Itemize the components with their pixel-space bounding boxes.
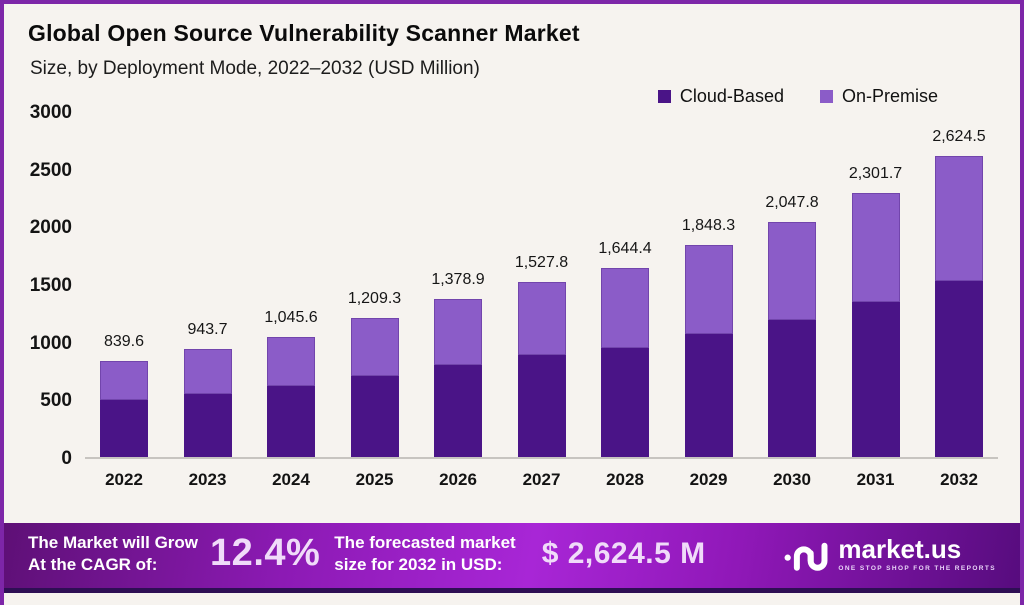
bar-column: 1,378.9 2026 [431,113,485,489]
on-premise-segment [684,245,733,334]
on-premise-segment [768,222,816,320]
bar-total-label: 1,209.3 [347,290,402,308]
on-premise-segment [350,318,399,376]
bar-total-label: 2,301.7 [848,165,903,183]
bar-column: 1,644.4 2028 [598,113,652,489]
stacked-bar[interactable] [851,193,900,457]
cloud-based-segment [601,348,649,457]
x-axis-label: 2026 [439,470,477,489]
y-axis-tick: 500 [40,390,72,412]
bar-column: 2,624.5 2032 [932,113,986,489]
cloud-based-swatch-icon [657,90,671,103]
on-premise-swatch-icon [819,90,833,103]
bar-total-label: 1,378.9 [431,270,485,288]
bar-column: 1,848.3 2029 [681,113,736,489]
y-axis-tick: 0 [61,448,72,469]
on-premise-segment [100,360,148,401]
legend-label-cloud-based: Cloud-Based [679,86,784,106]
footer-banner: The Market will Grow At the CAGR of: 12.… [4,523,1020,593]
brand-text: market.us ONE STOP SHOP FOR THE REPORTS [838,536,996,572]
market-us-logo-icon [784,542,828,571]
cloud-based-segment [267,386,315,457]
x-axis-label: 2022 [105,470,143,489]
cloud-based-segment [100,400,148,457]
cagr-label-line1: The Market will Grow [28,532,199,552]
bar-column: 1,209.3 2025 [347,113,402,489]
stacked-bar[interactable] [100,360,148,457]
bar-column: 1,527.8 2027 [514,113,569,489]
x-axis-label: 2028 [606,470,644,489]
on-premise-segment [267,337,315,387]
cloud-based-segment [851,301,900,457]
bar-column: 943.7 2023 [183,113,232,489]
y-axis: 3000 2500 2000 1500 1000 500 0 [10,102,72,469]
legend-label-on-premise: On-Premise [841,86,938,106]
x-axis-label: 2023 [188,470,227,489]
bar-column: 2,301.7 2031 [848,113,903,489]
bar-total-label: 2,047.8 [765,194,819,212]
cloud-based-segment [935,281,983,457]
bar-column: 1,045.6 2024 [264,113,318,489]
plot-area: 839.6 2022 943.7 2023 1,045.6 2024 1,209… [85,113,998,489]
brand-tagline: ONE STOP SHOP FOR THE REPORTS [838,564,996,572]
stacked-bar[interactable] [768,222,816,457]
bar-total-label: 1,045.6 [264,309,318,327]
legend-item-on-premise[interactable]: On-Premise [819,86,938,107]
y-axis-tick: 1000 [29,332,72,354]
stacked-bar[interactable] [183,348,232,457]
forecast-label: The forecasted market size for 2032 in U… [334,532,515,576]
page-title: Global Open Source Vulnerability Scanner… [28,20,580,46]
cloud-based-segment [434,364,482,457]
cloud-based-segment [517,355,566,457]
on-premise-segment [183,348,232,395]
cagr-value: 12.4% [210,532,321,574]
bar-total-label: 1,848.3 [681,217,736,235]
brand-name: market.us [838,533,962,564]
y-axis-tick: 2000 [29,217,72,239]
y-axis-tick: 2500 [29,159,72,181]
cloud-based-segment [350,375,399,457]
forecast-label-line1: The forecasted market [334,532,516,552]
bar-total-label: 1,527.8 [514,253,569,271]
cagr-label-line2: At the CAGR of: [28,554,158,574]
y-axis-tick: 1500 [29,275,72,296]
cloud-based-segment [183,394,232,457]
chart-subtitle: Size, by Deployment Mode, 2022–2032 (USD… [30,58,480,79]
stacked-bar[interactable] [350,318,399,457]
stacked-bar[interactable] [684,245,733,457]
stacked-bar[interactable] [601,268,649,457]
x-axis-label: 2032 [940,470,978,489]
cloud-based-segment [768,319,816,457]
cagr-label: The Market will Grow At the CAGR of: [28,532,198,576]
bar-total-label: 2,624.5 [932,128,986,146]
stacked-bar[interactable] [517,281,566,457]
forecast-value: $ 2,624.5 M [541,536,706,570]
stacked-bar[interactable] [267,337,315,457]
bar-total-label: 839.6 [103,332,145,350]
on-premise-segment [601,268,649,349]
bar-total-label: 1,644.4 [598,240,652,258]
x-axis-label: 2025 [355,470,394,489]
chart-legend: Cloud-Based On-Premise [657,86,938,107]
x-axis-label: 2030 [773,470,811,489]
stacked-bar[interactable] [935,156,983,457]
x-axis-label: 2031 [856,470,895,489]
on-premise-segment [434,298,482,365]
forecast-label-line2: size for 2032 in USD: [334,554,503,574]
x-axis-label: 2029 [689,470,728,489]
stacked-bar[interactable] [434,298,482,457]
bar-total-label: 943.7 [187,320,228,338]
legend-item-cloud-based[interactable]: Cloud-Based [657,86,784,107]
on-premise-segment [935,156,983,282]
x-axis-label: 2027 [522,470,561,489]
brand-block[interactable]: market.us ONE STOP SHOP FOR THE REPORTS [784,534,996,574]
cloud-based-segment [684,333,733,457]
on-premise-segment [517,281,566,356]
bar-column: 2,047.8 2030 [765,113,819,489]
y-axis-tick: 3000 [29,102,72,123]
bar-column: 839.6 2022 [100,113,148,489]
x-axis-label: 2024 [272,470,310,489]
on-premise-segment [851,193,900,302]
